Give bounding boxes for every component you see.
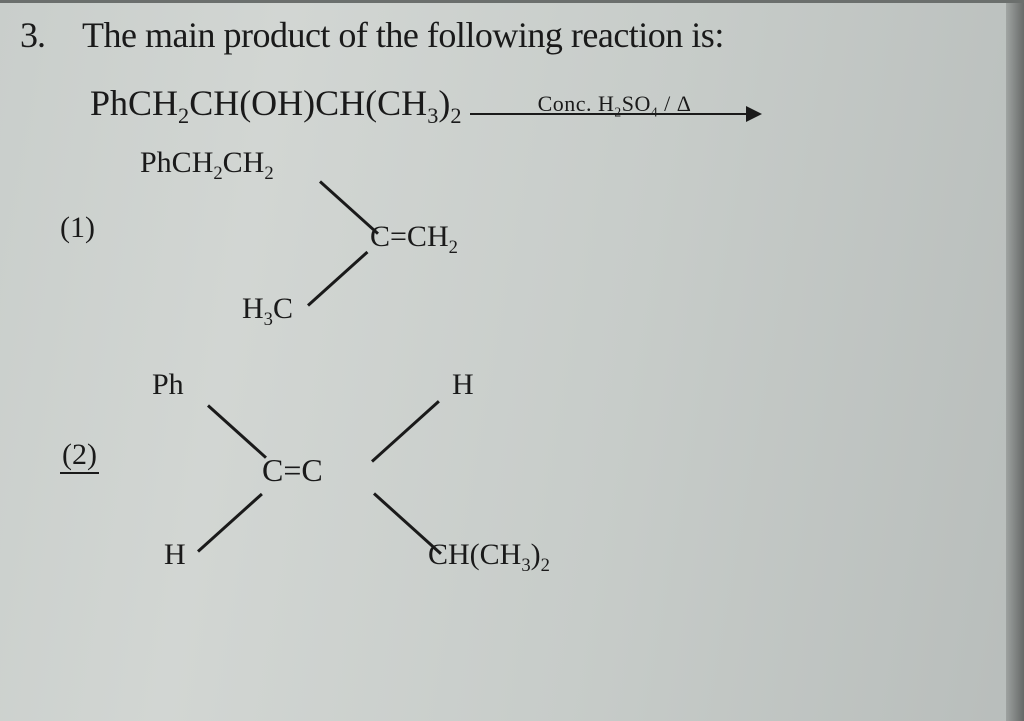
option-1-structure: PhCH2CH2 C=CH2 H3C xyxy=(130,142,580,332)
bond-line xyxy=(307,251,368,307)
question-number: 3. xyxy=(20,14,82,56)
reactant-formula: PhCH2CH(OH)CH(CH3)2 xyxy=(90,82,462,124)
struct2-center: C=C xyxy=(262,452,323,489)
option-2-label-text: (2) xyxy=(60,438,99,474)
reaction-arrow-block: Conc. H2SO4 / Δ xyxy=(470,91,760,115)
question-line: 3. The main product of the following rea… xyxy=(20,14,994,56)
option-1: (1) PhCH2CH2 C=CH2 H3C xyxy=(60,124,994,332)
option-2-structure: Ph H C=C H CH(CH3)2 xyxy=(112,360,732,580)
struct2-h-bottom: H xyxy=(164,538,186,572)
options: (1) PhCH2CH2 C=CH2 H3C (2) Ph H C=C xyxy=(60,124,994,580)
struct2-h-top: H xyxy=(452,368,474,402)
arrow-icon xyxy=(470,113,760,115)
bond-line xyxy=(207,404,267,458)
question-text: The main product of the following reacti… xyxy=(82,14,724,56)
option-2: (2) Ph H C=C H CH(CH3)2 xyxy=(60,332,994,580)
bond-line xyxy=(197,493,263,553)
bond-line xyxy=(371,400,440,462)
struct1-top-group: PhCH2CH2 xyxy=(140,146,274,180)
struct1-bottom-group: H3C xyxy=(242,292,293,326)
struct2-chch3: CH(CH3)2 xyxy=(428,538,550,572)
option-1-label: (1) xyxy=(60,211,130,245)
page: 3. The main product of the following rea… xyxy=(0,0,1024,721)
struct2-ph: Ph xyxy=(152,368,184,402)
struct1-center: C=CH2 xyxy=(370,220,458,254)
reaction-line: PhCH2CH(OH)CH(CH3)2 Conc. H2SO4 / Δ xyxy=(90,82,994,124)
